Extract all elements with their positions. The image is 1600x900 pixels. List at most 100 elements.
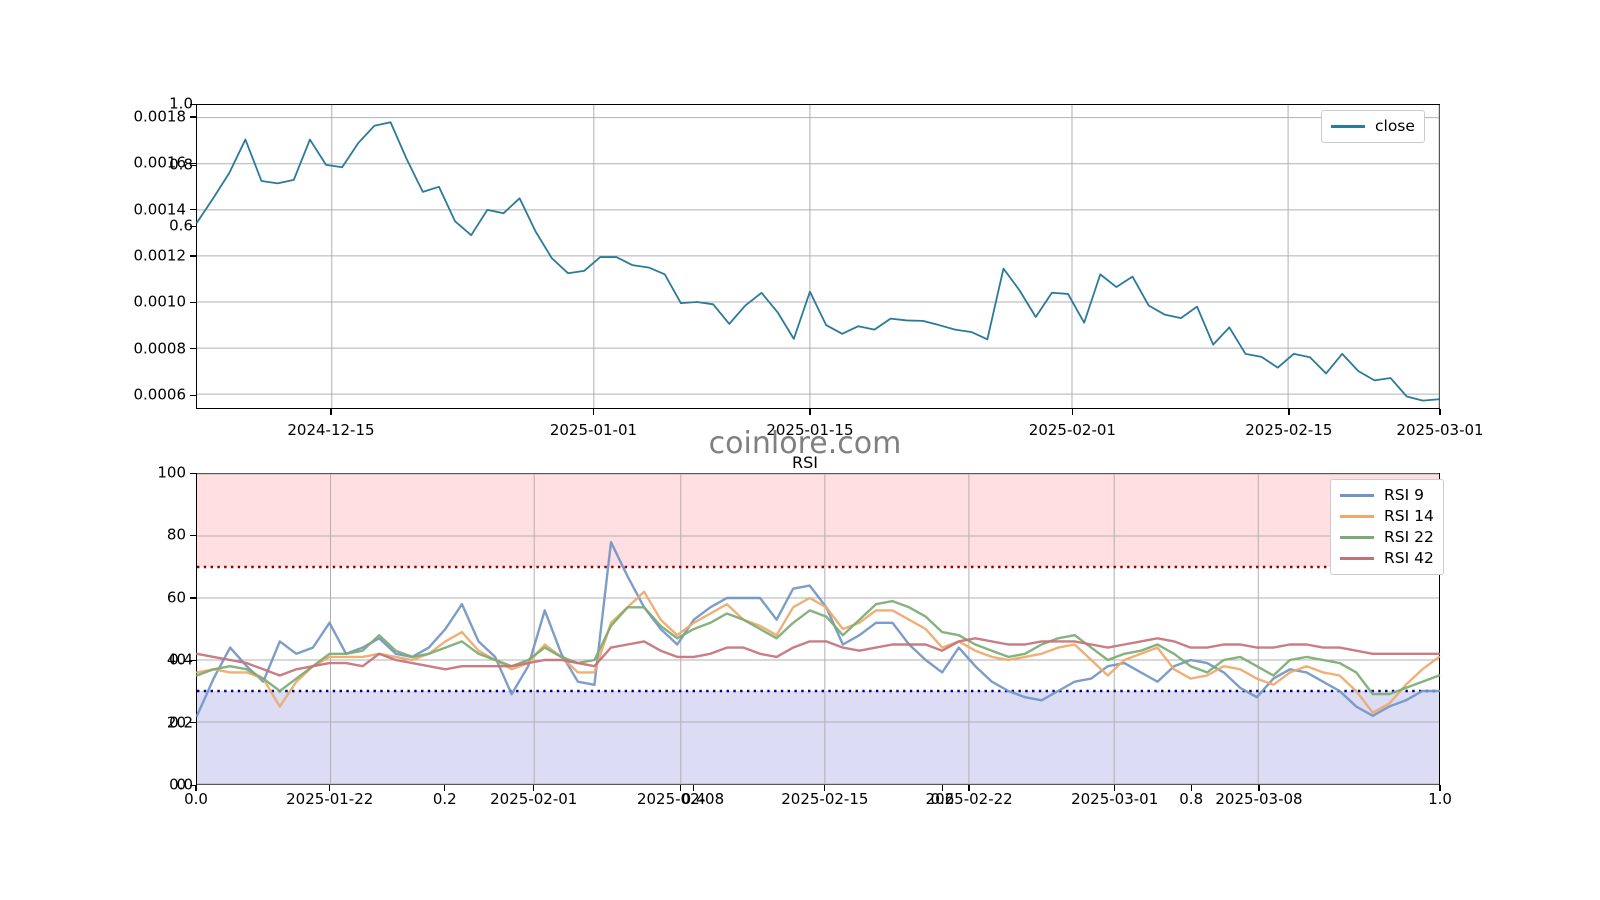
rsi-y-ticklabel: 0 [176, 775, 186, 794]
rsi-x-overlay-tickmark [941, 785, 944, 791]
rsi-legend-label: RSI 14 [1384, 506, 1434, 525]
rsi-x-ticklabel: 2025-03-01 [1071, 790, 1159, 808]
rsi-oversold-band [197, 691, 1439, 784]
price-x-tickmark [330, 409, 332, 415]
price-line-plot [196, 105, 1440, 408]
rsi-legend-swatch-icon [1340, 557, 1374, 560]
rsi-y-ticklabel: 100 [157, 463, 186, 482]
price-y-overlay-ticklabel: 0.6 [169, 216, 193, 235]
rsi-x-tickmark [329, 785, 331, 791]
rsi-y-ticklabel: 20 [166, 713, 186, 732]
price-y-ticklabel: 0.0006 [133, 385, 187, 404]
price-y-overlay-ticklabel: 1.0 [169, 94, 193, 113]
rsi-legend-item[interactable]: RSI 22 [1340, 527, 1434, 548]
rsi-y-tickmark [190, 597, 196, 599]
rsi-y-ticklabel: 60 [166, 588, 186, 607]
price-y-overlay-tickmark [190, 225, 196, 227]
rsi-x-overlay-tickmark [444, 785, 446, 791]
rsi-x-overlay-tickmark [692, 785, 695, 791]
price-y-overlay-tickmark [190, 164, 196, 166]
rsi-x-ticklabel: 2025-02-08 [636, 790, 725, 808]
price-y-tickmark [190, 301, 196, 304]
price-x-ticklabel: 2025-01-01 [549, 421, 638, 439]
rsi-y-overlay-tickmark [190, 784, 196, 786]
rsi-series-rsi-42 [195, 637, 1441, 677]
price-y-tickmark [190, 348, 196, 350]
rsi-x-overlay-ticklabel: 0.2 [432, 790, 457, 808]
price-x-ticklabel: 2025-01-15 [766, 421, 854, 439]
rsi-legend-swatch-icon [1340, 515, 1374, 518]
rsi-y-overlay-tickmark [190, 722, 196, 724]
rsi-x-overlay-ticklabel: 0.0 [184, 790, 208, 808]
rsi-x-tickmark [824, 785, 826, 791]
rsi-x-ticklabel: 2025-02-15 [781, 790, 869, 808]
rsi-legend-item[interactable]: RSI 9 [1340, 485, 1434, 506]
price-y-tickmark [190, 255, 196, 257]
rsi-x-tickmark [533, 785, 535, 791]
price-y-ticklabel: 0.0010 [133, 292, 187, 311]
rsi-y-overlay-ticklabel: 0.0 [169, 775, 193, 794]
price-legend-swatch-icon [1331, 125, 1365, 128]
rsi-y-tickmark [190, 534, 196, 537]
price-y-tickmark [190, 209, 196, 211]
price-y-ticklabel: 0.0016 [133, 153, 187, 172]
price-legend-label: close [1375, 116, 1415, 135]
rsi-x-tickmark [1114, 785, 1116, 791]
rsi-x-ticklabel: 2025-01-22 [286, 790, 374, 808]
rsi-x-overlay-tickmark [195, 785, 197, 791]
rsi-x-ticklabel: 2025-03-08 [1215, 790, 1303, 808]
price-y-tickmark [190, 116, 196, 118]
price-legend-item[interactable]: close [1331, 116, 1415, 137]
rsi-overbought-band [197, 474, 1439, 567]
price-x-ticklabel: 2024-12-15 [287, 421, 375, 439]
rsi-x-overlay-ticklabel: 0.6 [930, 790, 955, 808]
rsi-y-overlay-ticklabel: 0.4 [169, 650, 193, 669]
rsi-line-plot [195, 473, 1441, 785]
rsi-x-tickmark [679, 785, 682, 791]
price-x-ticklabel: 2025-03-01 [1396, 421, 1484, 439]
price-legend[interactable]: close [1321, 110, 1425, 143]
price-y-overlay-tickmark [190, 103, 196, 105]
rsi-legend-item[interactable]: RSI 14 [1340, 506, 1434, 527]
rsi-legend-item[interactable]: RSI 42 [1340, 548, 1434, 569]
rsi-x-ticklabel: 2025-02-22 [925, 790, 1013, 808]
rsi-series-rsi-22 [195, 599, 1441, 696]
watermark-coinlore: coinlore.com [708, 426, 902, 461]
rsi-legend-swatch-icon [1340, 536, 1374, 539]
price-x-tickmark [1288, 409, 1290, 415]
rsi-y-overlay-ticklabel: 0.2 [169, 713, 193, 732]
rsi-x-tickmark [1258, 785, 1260, 791]
rsi-y-ticklabel: 80 [166, 525, 186, 544]
price-x-ticklabel: 2025-02-15 [1245, 421, 1333, 439]
rsi-x-overlay-ticklabel: 0.4 [681, 790, 706, 808]
price-x-tickmark [1071, 409, 1074, 415]
price-series-close [196, 121, 1440, 402]
rsi-legend[interactable]: RSI 9 RSI 14 RSI 22 RSI 42 [1330, 479, 1444, 575]
rsi-legend-swatch-icon [1340, 494, 1374, 497]
price-x-tickmark [1439, 409, 1441, 415]
price-y-ticklabel: 0.0012 [133, 246, 187, 265]
price-y-overlay-ticklabel: 0.8 [169, 155, 193, 174]
rsi-series-rsi-14 [195, 590, 1441, 714]
rsi-x-tickmark [968, 785, 970, 791]
rsi-legend-label: RSI 22 [1384, 527, 1434, 546]
rsi-x-ticklabel: 2025-02-01 [490, 790, 578, 808]
rsi-x-overlay-tickmark [1439, 785, 1441, 791]
rsi-y-tickmark [190, 472, 196, 474]
price-y-tickmark [190, 394, 196, 396]
rsi-legend-label: RSI 9 [1384, 485, 1424, 504]
rsi-panel-title: RSI [792, 453, 818, 472]
price-x-tickmark [809, 409, 811, 415]
price-y-ticklabel: 0.0008 [133, 339, 187, 358]
price-y-ticklabel: 0.0018 [133, 107, 187, 126]
rsi-y-ticklabel: 40 [166, 650, 186, 669]
price-x-ticklabel: 2025-02-01 [1028, 421, 1116, 439]
rsi-chart-axes [195, 473, 1441, 785]
price-chart-axes [196, 104, 1440, 409]
price-x-tickmark [592, 409, 595, 415]
rsi-legend-label: RSI 42 [1384, 548, 1434, 567]
rsi-x-overlay-ticklabel: 1.0 [1428, 790, 1452, 808]
rsi-x-overlay-tickmark [1190, 785, 1192, 791]
rsi-y-overlay-tickmark [190, 659, 196, 661]
